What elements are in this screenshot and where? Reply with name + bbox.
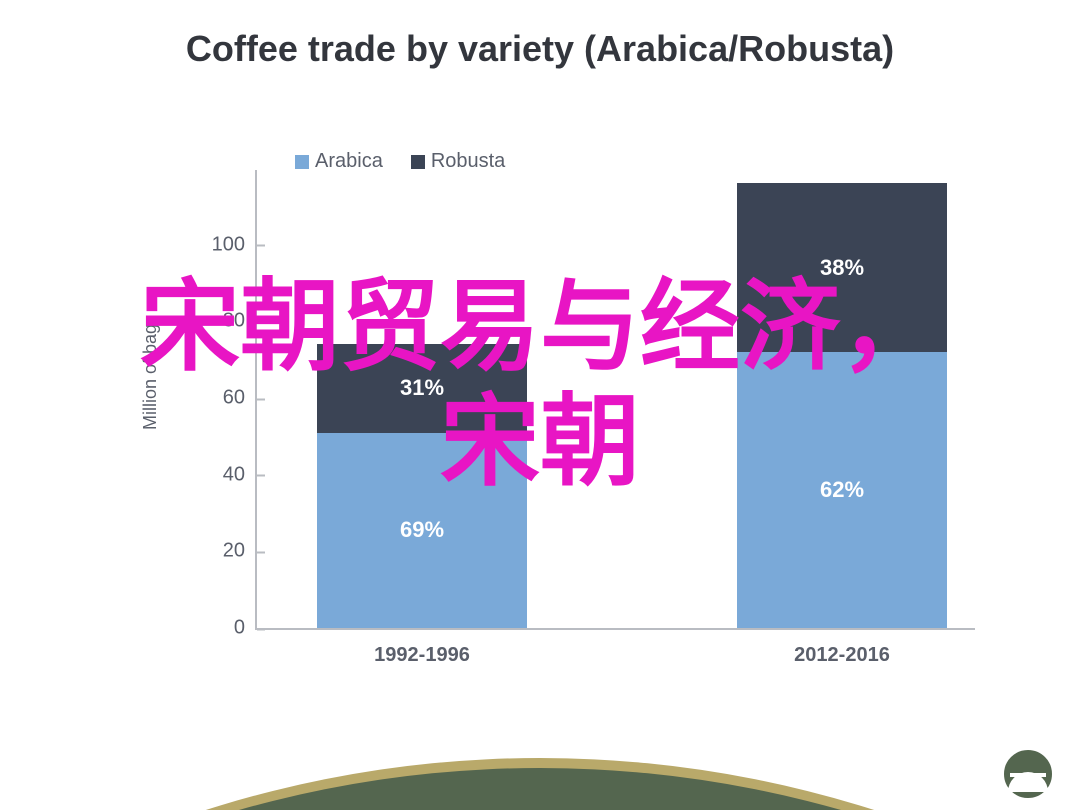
chart-title: Coffee trade by variety (Arabica/Robusta…: [0, 0, 1080, 70]
y-tick: 80: [197, 310, 257, 333]
y-tick: 60: [197, 387, 257, 410]
plot-area: 02040608010031%69%1992-199638%62%2012-20…: [255, 170, 975, 630]
bar-segment-robusta: 31%: [317, 344, 527, 432]
footer-decoration: [0, 740, 1080, 810]
chart-container: Arabica Robusta Million of bags 02040608…: [170, 130, 980, 690]
y-tick: 20: [197, 540, 257, 563]
bar-segment-robusta: 38%: [737, 183, 947, 352]
bar-segment-arabica: 62%: [737, 352, 947, 628]
y-tick: 100: [197, 233, 257, 256]
footer-arc-inner: [0, 768, 1080, 810]
y-tick: 0: [197, 617, 257, 640]
legend-swatch-robusta: [411, 155, 425, 169]
legend-swatch-arabica: [295, 155, 309, 169]
y-axis-label: Million of bags: [140, 315, 161, 430]
x-tick-label: 1992-1996: [374, 628, 470, 667]
y-tick: 40: [197, 463, 257, 486]
bar-group: 31%69%1992-1996: [317, 344, 527, 628]
x-tick-label: 2012-2016: [794, 628, 890, 667]
bar-segment-arabica: 69%: [317, 433, 527, 629]
bar-group: 38%62%2012-2016: [737, 183, 947, 628]
brand-logo-icon: [1000, 746, 1056, 802]
